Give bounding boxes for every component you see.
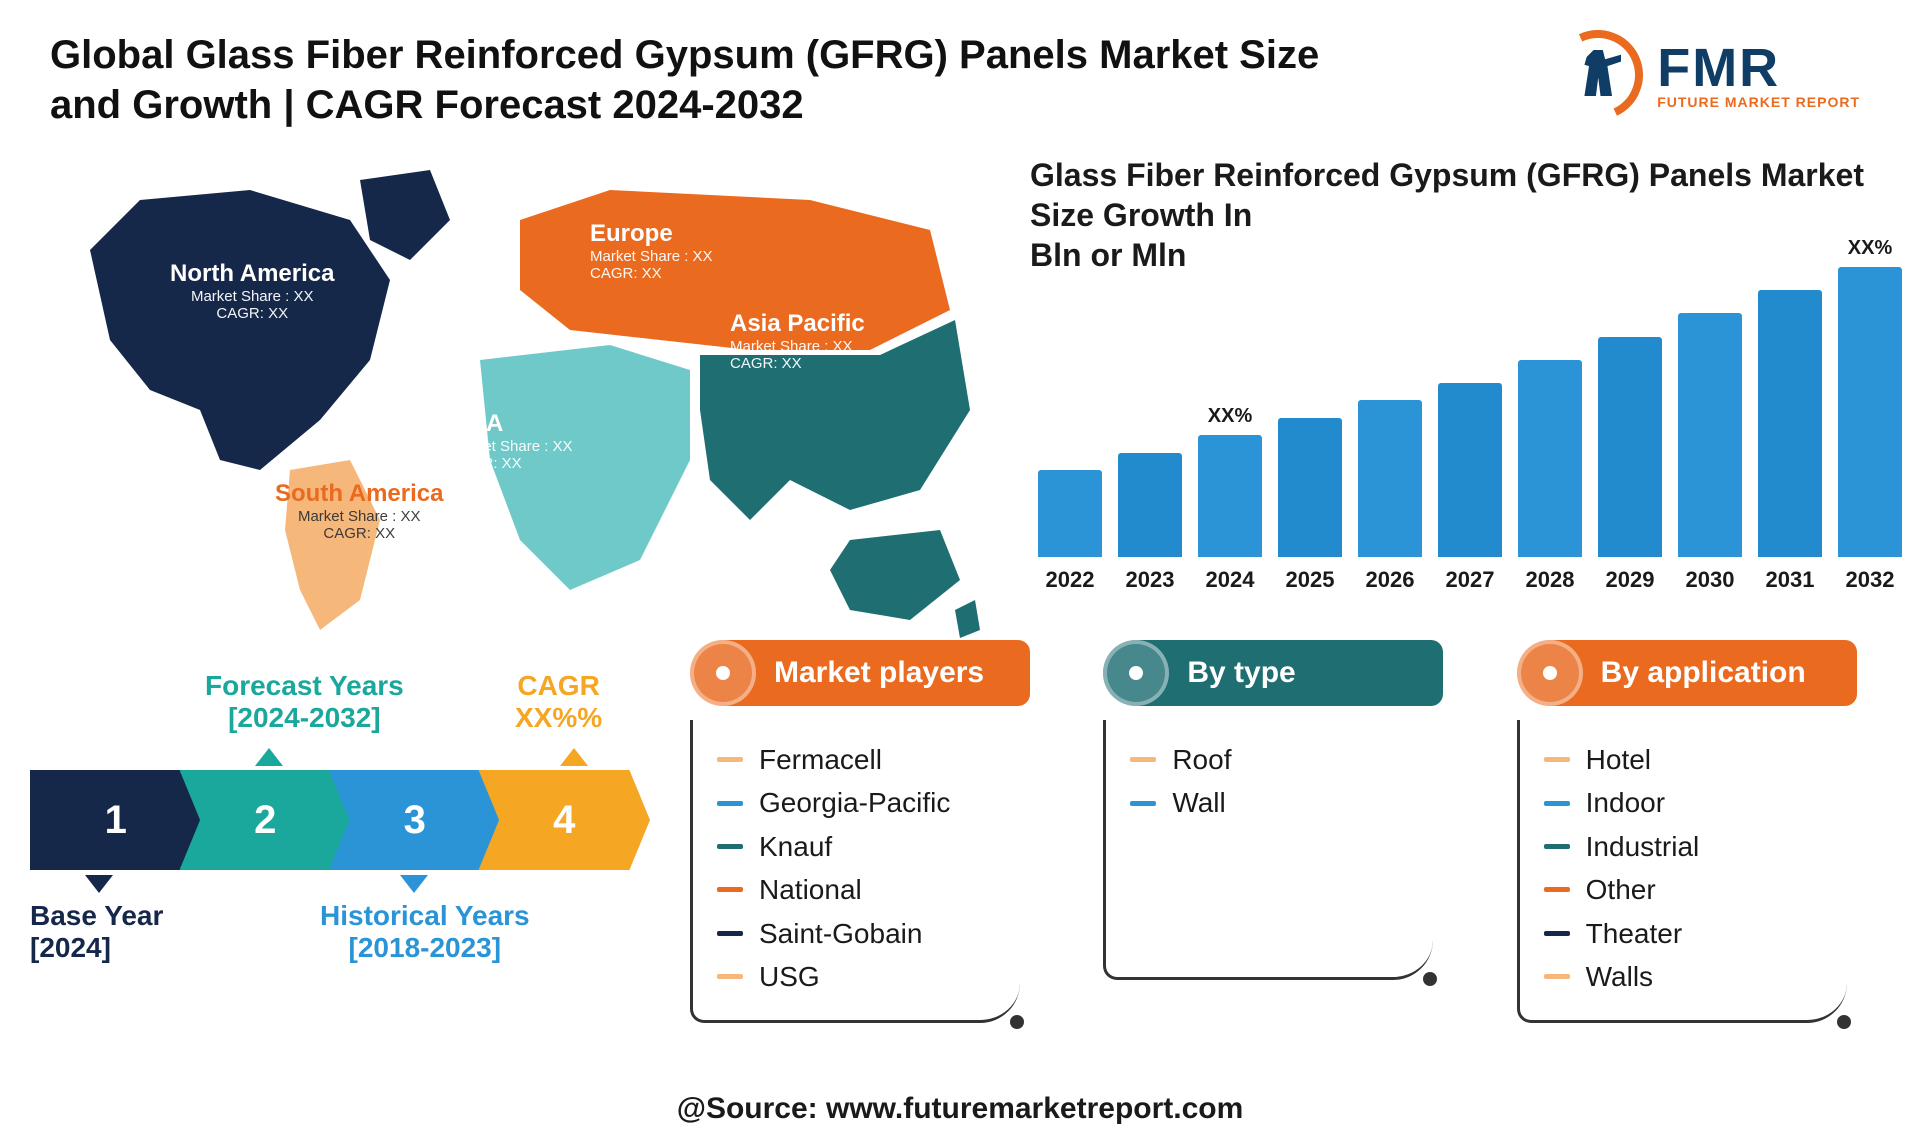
bar: XX% (1838, 267, 1902, 557)
list-item: Georgia-Pacific (717, 781, 1012, 824)
region-europe (520, 190, 950, 350)
region-nz (955, 600, 980, 638)
bar-value-label: XX% (1208, 405, 1252, 428)
pill-dot-icon (1517, 640, 1583, 706)
bar-year-label: 2022 (1046, 567, 1095, 593)
market-players-list: FermacellGeorgia-PacificKnaufNationalSai… (717, 738, 1012, 998)
timeline-infographic: Forecast Years [2024-2032] CAGR XX%% 123… (30, 670, 670, 990)
growth-bar-chart: Glass Fiber Reinforced Gypsum (GFRG) Pan… (1030, 155, 1910, 615)
arrow-down-icon (400, 875, 428, 893)
bar (1278, 418, 1342, 557)
bar-year-label: 2026 (1366, 567, 1415, 593)
list-item: Roof (1130, 738, 1425, 781)
page-title: Global Glass Fiber Reinforced Gypsum (GF… (50, 30, 1370, 130)
world-map: North America Market Share : XX CAGR: XX… (50, 160, 990, 640)
timeline-historical-label: Historical Years [2018-2023] (320, 900, 530, 964)
bar-year-label: 2029 (1606, 567, 1655, 593)
bar (1678, 313, 1742, 557)
bar-wrap: 2031 (1758, 290, 1822, 593)
timeline-cagr-label: CAGR XX%% (515, 670, 602, 734)
bar-value-label: XX% (1848, 237, 1892, 260)
pill-by-type: By type (1103, 640, 1443, 706)
bar (1598, 337, 1662, 557)
arrow-up-icon (255, 748, 283, 766)
fmr-logo: FMR FUTURE MARKET REPORT (1553, 30, 1860, 120)
list-item: Theater (1544, 912, 1839, 955)
by-type-list: RoofWall (1130, 738, 1425, 825)
segment-frame: HotelIndoorIndustrialOtherTheaterWalls (1517, 720, 1847, 1023)
bar-wrap: XX% 2032 (1838, 267, 1902, 593)
bar (1758, 290, 1822, 557)
list-item: Other (1544, 868, 1839, 911)
list-item: Knauf (717, 825, 1012, 868)
logo-text: FMR FUTURE MARKET REPORT (1657, 41, 1860, 109)
segment-frame: FermacellGeorgia-PacificKnaufNationalSai… (690, 720, 1020, 1023)
pill-dot-icon (1103, 640, 1169, 706)
region-south-america (285, 460, 380, 630)
pill-by-application: By application (1517, 640, 1857, 706)
list-item: Saint-Gobain (717, 912, 1012, 955)
timeline-segment: 4 (479, 770, 651, 870)
timeline-segment: 1 (30, 770, 202, 870)
region-australia (830, 530, 960, 620)
list-item: Industrial (1544, 825, 1839, 868)
region-mea (480, 345, 690, 590)
bar: XX% (1198, 435, 1262, 557)
list-item: National (717, 868, 1012, 911)
list-item: Walls (1544, 955, 1839, 998)
bar-wrap: 2025 (1278, 418, 1342, 593)
bar-year-label: 2030 (1686, 567, 1735, 593)
world-map-svg (50, 160, 990, 640)
segmentation-row: Market players FermacellGeorgia-PacificK… (690, 640, 1880, 1023)
list-item: Wall (1130, 781, 1425, 824)
bar-year-label: 2028 (1526, 567, 1575, 593)
list-item: Indoor (1544, 781, 1839, 824)
timeline-bar: 1234 (30, 770, 650, 870)
segment-market-players: Market players FermacellGeorgia-PacificK… (690, 640, 1053, 1023)
segment-by-type: By type RoofWall (1103, 640, 1466, 1023)
bar-year-label: 2027 (1446, 567, 1495, 593)
logo-tagline: FUTURE MARKET REPORT (1657, 95, 1860, 109)
bar-wrap: 2030 (1678, 313, 1742, 593)
arrow-down-icon (85, 875, 113, 893)
list-item: Hotel (1544, 738, 1839, 781)
timeline-segment: 2 (180, 770, 352, 870)
bar (1038, 470, 1102, 557)
timeline-forecast-label: Forecast Years [2024-2032] (205, 670, 404, 734)
bar (1358, 400, 1422, 557)
bar-wrap: 2023 (1118, 453, 1182, 593)
by-application-list: HotelIndoorIndustrialOtherTheaterWalls (1544, 738, 1839, 998)
source-footer: @Source: www.futuremarketreport.com (0, 1092, 1920, 1126)
bar (1118, 453, 1182, 557)
bar-year-label: 2025 (1286, 567, 1335, 593)
segment-frame: RoofWall (1103, 720, 1433, 980)
bar-wrap: 2029 (1598, 337, 1662, 593)
pill-market-players: Market players (690, 640, 1030, 706)
timeline-segment: 3 (329, 770, 501, 870)
logo-icon (1553, 30, 1643, 120)
logo-abbr: FMR (1657, 41, 1860, 95)
arrow-up-icon (560, 748, 588, 766)
bar-year-label: 2024 (1206, 567, 1255, 593)
segment-by-application: By application HotelIndoorIndustrialOthe… (1517, 640, 1880, 1023)
bar-wrap: 2028 (1518, 360, 1582, 593)
timeline-base-label: Base Year [2024] (30, 900, 163, 964)
header: Global Glass Fiber Reinforced Gypsum (GF… (50, 30, 1860, 130)
list-item: USG (717, 955, 1012, 998)
bar-wrap: XX% 2024 (1198, 435, 1262, 593)
bar-wrap: 2027 (1438, 383, 1502, 593)
list-item: Fermacell (717, 738, 1012, 781)
bar-year-label: 2023 (1126, 567, 1175, 593)
bar-wrap: 2022 (1038, 470, 1102, 593)
chart-title: Glass Fiber Reinforced Gypsum (GFRG) Pan… (1030, 155, 1910, 275)
region-north-america (90, 190, 390, 470)
pill-dot-icon (690, 640, 756, 706)
bar-year-label: 2031 (1766, 567, 1815, 593)
bar (1518, 360, 1582, 557)
chart-bars: 2022 2023 XX% 2024 2025 2026 2027 2028 2029 2030 2… (1030, 283, 1910, 593)
bar (1438, 383, 1502, 557)
bar-wrap: 2026 (1358, 400, 1422, 593)
bar-year-label: 2032 (1846, 567, 1895, 593)
region-greenland (360, 170, 450, 260)
